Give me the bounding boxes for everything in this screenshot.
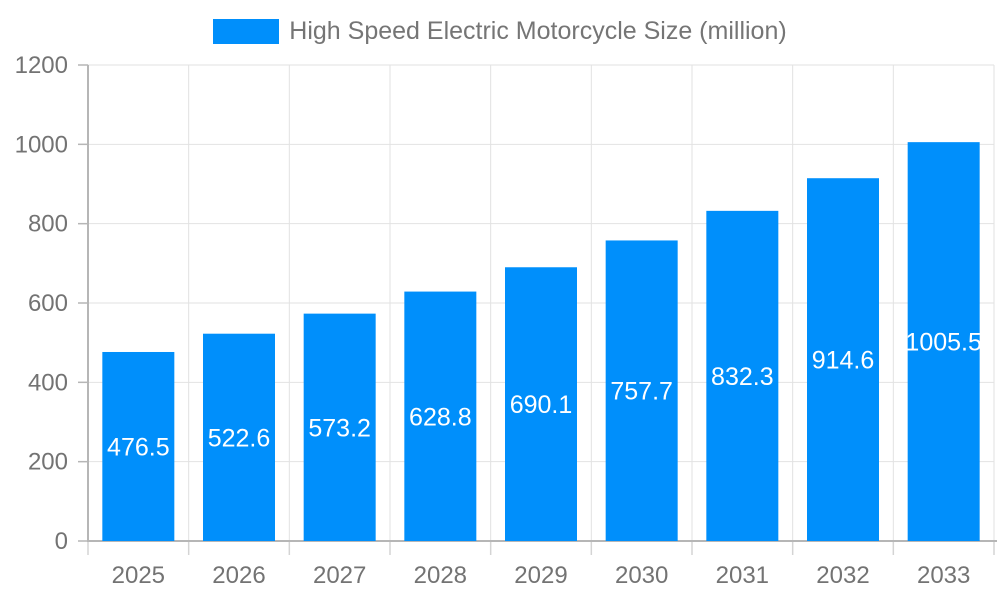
bar-2025[interactable] [102,351,175,541]
bar-2026[interactable] [203,333,275,541]
y-axis-tick-label: 200 [28,449,68,476]
bar-2033[interactable] [907,142,980,541]
bar-value-label: 522.6 [208,424,271,452]
legend-label: High Speed Electric Motorcycle Size (mil… [289,16,787,45]
y-axis-tick-label: 1000 [15,131,68,158]
bar-2027[interactable] [303,313,376,541]
y-axis-tick-label: 600 [28,290,68,317]
y-axis-tick-label: 0 [55,528,68,555]
bar-value-label: 573.2 [308,414,371,442]
bar-value-label: 628.8 [409,403,472,431]
bar-2029[interactable] [505,267,577,541]
bar-value-label: 914.6 [812,347,875,375]
bar-2028[interactable] [404,291,477,541]
legend-item[interactable]: High Speed Electric Motorcycle Size (mil… [0,16,1000,46]
x-axis-tick-label: 2025 [112,562,165,589]
y-axis-tick-label: 800 [28,211,68,238]
legend-swatch [213,18,280,44]
bar-value-label: 476.5 [107,433,170,461]
x-axis-tick-label: 2032 [816,562,869,589]
x-axis-tick-label: 2027 [313,562,366,589]
bar-2031[interactable] [706,210,779,541]
x-axis-tick-label: 2031 [716,562,769,589]
bar-value-label: 690.1 [510,391,573,419]
x-axis-tick-label: 2029 [514,562,567,589]
bar-value-label: 1005.5 [905,329,981,357]
bar-value-label: 832.3 [711,363,774,391]
x-axis-tick-label: 2026 [212,562,265,589]
x-axis-tick-label: 2028 [414,562,467,589]
x-axis-tick-label: 2033 [917,562,970,589]
y-axis-tick-label: 1200 [15,52,68,79]
y-axis-tick-label: 400 [28,369,68,396]
bar-2030[interactable] [605,240,678,541]
x-axis-tick-label: 2030 [615,562,668,589]
bar-2032[interactable] [807,178,879,541]
bar-value-label: 757.7 [610,378,673,406]
